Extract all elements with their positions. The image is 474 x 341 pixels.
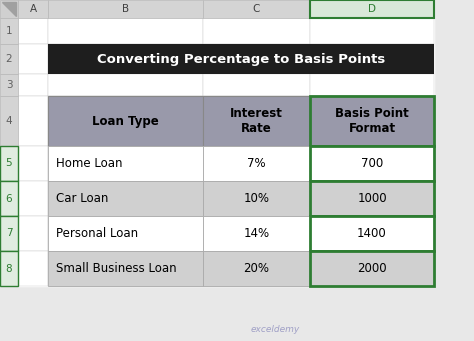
Text: C: C [253,4,260,14]
Text: 7%: 7% [247,157,266,170]
Bar [48,44,203,74]
Text: 14%: 14% [244,227,270,240]
Bar [18,18,434,286]
Bar [0,181,18,216]
Bar [48,96,203,146]
Text: 1: 1 [6,26,12,36]
Bar [48,251,203,286]
Text: 4: 4 [6,116,12,126]
Text: Small Business Loan: Small Business Loan [56,262,177,275]
Text: Personal Loan: Personal Loan [56,227,138,240]
Bar [48,96,203,146]
Bar [18,216,48,251]
Bar [48,44,434,74]
Text: Home Loan: Home Loan [56,157,122,170]
Bar [203,146,310,181]
Bar [48,216,203,251]
Bar [310,146,434,181]
Bar [18,146,48,181]
Bar [203,216,310,251]
Bar [203,216,310,251]
Bar [48,181,203,216]
Bar [203,96,310,146]
Bar [18,74,48,96]
Bar [203,181,310,216]
Bar [203,251,310,286]
Bar [18,251,48,286]
Bar [0,251,18,286]
Bar [48,0,203,18]
Bar [310,96,434,146]
Bar [203,44,310,74]
Text: 700: 700 [361,157,383,170]
Text: 1400: 1400 [357,227,387,240]
Text: D: D [368,4,376,14]
Text: 3: 3 [6,80,12,90]
Bar [203,18,310,44]
Bar [310,181,434,216]
Bar [310,44,434,74]
Bar [48,18,203,44]
Text: 2000: 2000 [357,262,387,275]
Bar [0,74,18,96]
Bar [310,251,434,286]
Bar [310,146,434,181]
Bar [0,44,18,74]
Bar [310,0,434,18]
Bar [48,146,203,181]
Bar [18,18,48,44]
Bar [48,251,203,286]
Text: Loan Type: Loan Type [92,115,159,128]
Bar [310,18,434,44]
Bar [203,251,310,286]
Bar [18,181,48,216]
Bar [18,44,48,74]
Text: Car Loan: Car Loan [56,192,109,205]
Bar [203,146,310,181]
Bar [310,96,434,146]
Bar [18,0,48,18]
Bar [48,146,203,181]
Bar [48,74,203,96]
Text: A: A [29,4,36,14]
Bar [0,0,18,18]
Bar [310,74,434,96]
Text: 7: 7 [6,228,12,238]
Bar [48,181,203,216]
Bar [0,216,18,251]
Text: 10%: 10% [244,192,270,205]
Bar [18,96,48,146]
Bar [203,96,310,146]
Polygon shape [2,2,16,16]
Bar [310,181,434,216]
Bar [310,251,434,286]
Bar [310,216,434,251]
Text: 1000: 1000 [357,192,387,205]
Bar [0,96,18,146]
Bar [203,181,310,216]
Bar [203,74,310,96]
Text: exceldemy: exceldemy [250,325,300,333]
Bar [0,146,18,181]
Text: 20%: 20% [244,262,270,275]
Text: 8: 8 [6,264,12,273]
Bar [203,0,310,18]
Bar [48,216,203,251]
Bar [0,18,18,44]
Text: Interest
Rate: Interest Rate [230,107,283,135]
Text: 5: 5 [6,159,12,168]
Text: 2: 2 [6,54,12,64]
Text: B: B [122,4,129,14]
Text: Basis Point
Format: Basis Point Format [335,107,409,135]
Text: Converting Percentage to Basis Points: Converting Percentage to Basis Points [97,53,385,65]
Bar [310,216,434,251]
Text: 6: 6 [6,193,12,204]
